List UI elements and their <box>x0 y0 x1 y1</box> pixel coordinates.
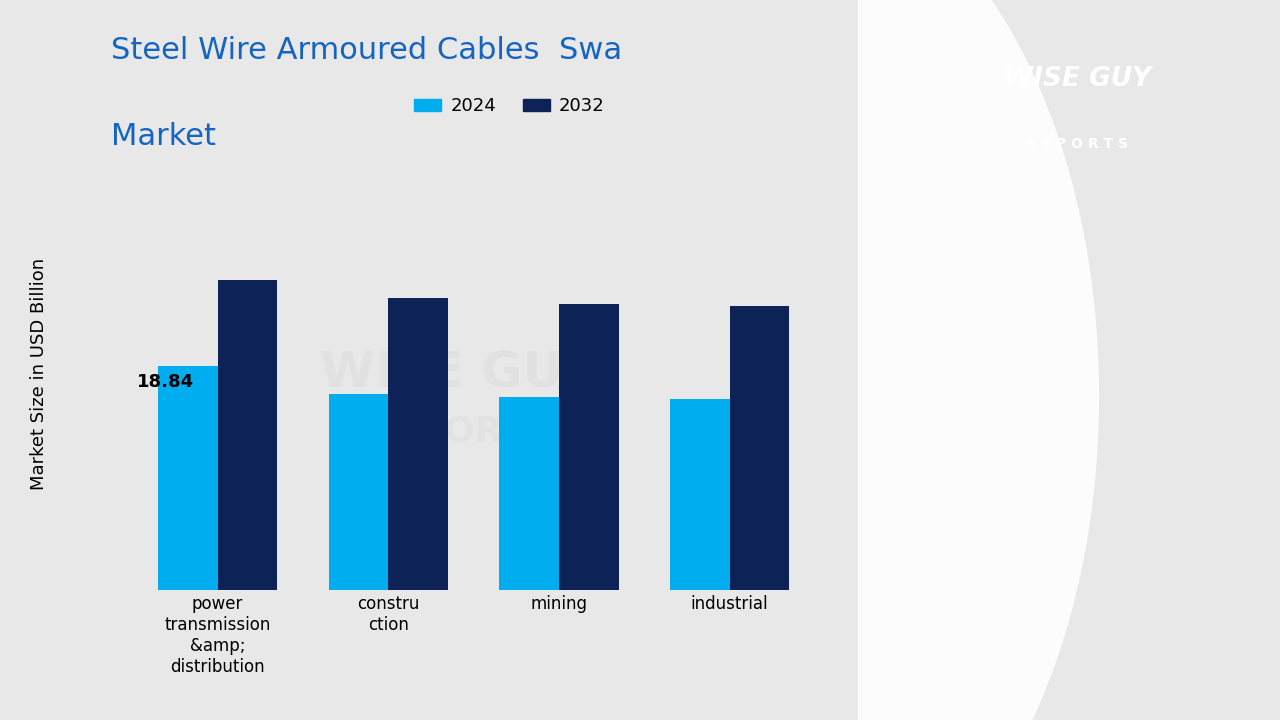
Bar <box>669 400 730 590</box>
Bar <box>499 397 559 590</box>
Circle shape <box>490 0 1098 720</box>
Text: Market Size in USD Billion: Market Size in USD Billion <box>29 258 47 490</box>
Bar <box>559 304 618 590</box>
Bar <box>157 366 218 590</box>
Bar <box>329 394 388 590</box>
Text: Steel Wire Armoured Cables  Swa: Steel Wire Armoured Cables Swa <box>111 36 622 65</box>
Text: Market: Market <box>111 122 216 151</box>
Bar <box>218 280 278 590</box>
Text: R E P O R T S: R E P O R T S <box>1027 137 1128 151</box>
Bar <box>730 307 790 590</box>
Text: 18.84: 18.84 <box>137 373 193 391</box>
Text: REPORTS: REPORTS <box>366 415 553 449</box>
Text: WISE GUY: WISE GUY <box>320 349 599 397</box>
Legend: 2024, 2032: 2024, 2032 <box>407 90 612 122</box>
Bar <box>388 298 448 590</box>
Text: WISE GUY: WISE GUY <box>1004 66 1151 92</box>
